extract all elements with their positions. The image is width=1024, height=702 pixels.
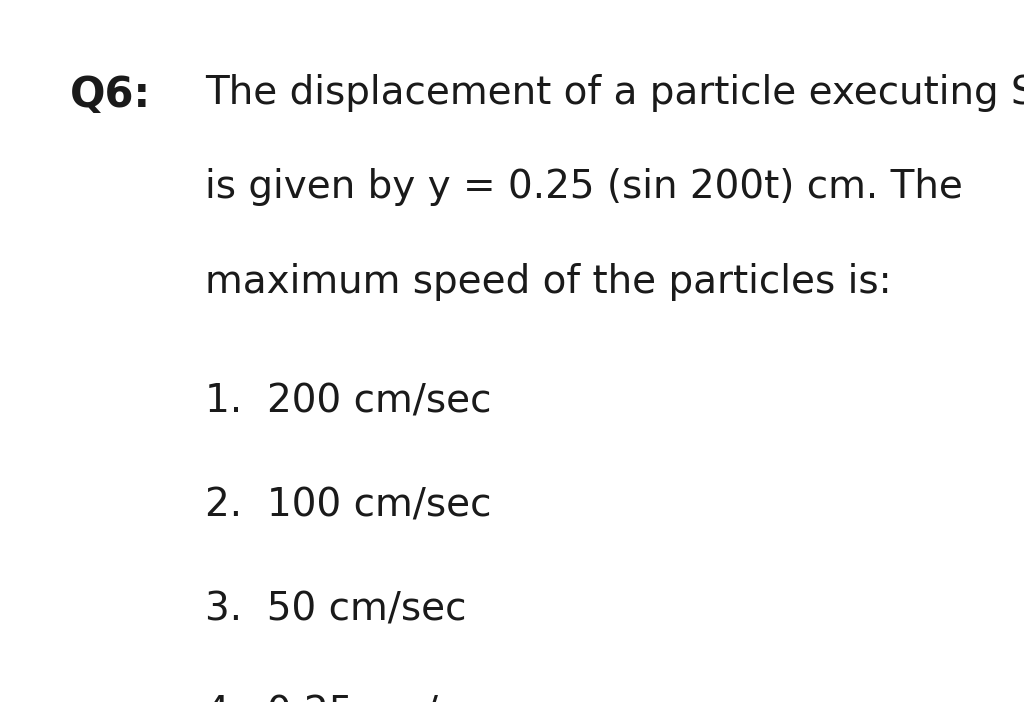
Text: maximum speed of the particles is:: maximum speed of the particles is: <box>205 263 892 301</box>
Text: Q6:: Q6: <box>70 74 151 116</box>
Text: is given by y = 0.25 (sin 200t) cm. The: is given by y = 0.25 (sin 200t) cm. The <box>205 168 963 206</box>
Text: 3.  50 cm/sec: 3. 50 cm/sec <box>205 590 466 628</box>
Text: 4.  0.25 cm/sec: 4. 0.25 cm/sec <box>205 694 504 702</box>
Text: 2.  100 cm/sec: 2. 100 cm/sec <box>205 486 492 524</box>
Text: The displacement of a particle executing SH: The displacement of a particle executing… <box>205 74 1024 112</box>
Text: 1.  200 cm/sec: 1. 200 cm/sec <box>205 383 492 420</box>
